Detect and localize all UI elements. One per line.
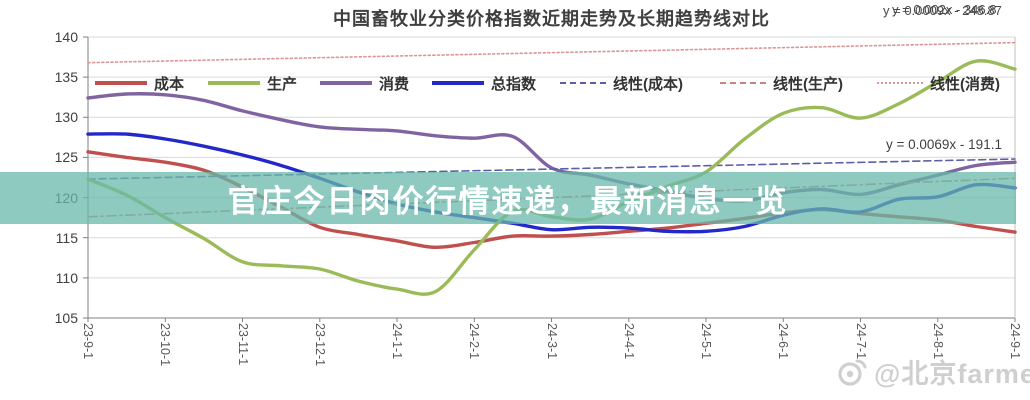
legend-label: 线性(成本) [613, 75, 683, 93]
y-axis-label: 130 [54, 109, 78, 126]
x-axis-label: 23-9-1 [81, 323, 95, 360]
y-axis-label: 105 [54, 310, 78, 326]
x-axis-label: 23-12-1 [312, 323, 327, 367]
legend-label: 消费 [379, 75, 410, 93]
overlay-banner: 官庄今日肉价行情速递，最新消息一览 [0, 172, 1016, 224]
legend-item-消费: 消费 [320, 73, 409, 93]
series-line-线性(消费) [87, 41, 1016, 64]
watermark-text: @北京farmer [874, 359, 1030, 389]
legend-item-线性(生产): 线性(生产) [720, 73, 843, 93]
y-axis-label: 135 [54, 69, 78, 86]
legend-label: 成本 [154, 75, 185, 93]
legend-swatch [720, 82, 766, 84]
chart-title: 中国畜牧业分类价格指数近期走势及长期趋势线对比 [333, 9, 770, 29]
y-axis-label: 140 [54, 29, 78, 45]
trend-equation-1: y = 0.0009x - 248.87 [883, 3, 1002, 18]
x-axis-label: 24-6-1 [776, 323, 791, 360]
legend-item-线性(消费): 线性(消费) [877, 73, 1000, 93]
legend-swatch [208, 81, 260, 85]
trend-equation-annotation: y = 0.0069x - 191.1 [886, 137, 1002, 152]
legend-swatch [320, 81, 372, 85]
legend-swatch [432, 81, 484, 85]
x-axis-label: 24-2-1 [467, 323, 482, 360]
legend-label: 线性(消费) [930, 75, 1000, 93]
legend-swatch [877, 82, 923, 84]
x-axis-label: 24-1-1 [390, 323, 404, 360]
legend-label: 总指数 [491, 75, 537, 93]
watermark: @北京farmer [835, 352, 1030, 391]
legend-item-生产: 生产 [208, 73, 297, 93]
legend-swatch [95, 81, 147, 85]
weibo-eye-icon [838, 359, 867, 386]
x-axis-label: 24-5-1 [699, 323, 713, 360]
y-axis-label: 115 [55, 229, 78, 246]
x-axis-label: 24-4-1 [621, 323, 636, 360]
legend-swatch [560, 82, 606, 84]
legend-label: 线性(生产) [773, 75, 843, 93]
legend-label: 生产 [267, 75, 298, 93]
trendline-equations-overlapping: y = 0.0009x - 248.87 y = 0.002x - 346.8 [883, 2, 1029, 22]
legend-item-成本: 成本 [95, 73, 184, 93]
y-axis-label: 110 [55, 269, 78, 286]
x-axis-label: 23-10-1 [158, 323, 173, 367]
x-axis-label: 23-11-1 [235, 323, 250, 366]
overlay-banner-text: 官庄今日肉价行情速递，最新消息一览 [227, 183, 789, 219]
y-axis-label: 125 [54, 149, 78, 166]
legend-item-总指数: 总指数 [432, 73, 536, 93]
x-axis-label: 24-3-1 [544, 323, 559, 360]
legend-item-线性(成本): 线性(成本) [560, 73, 683, 93]
trend-equation-2: y = 0.002x - 346.8 [892, 2, 997, 17]
